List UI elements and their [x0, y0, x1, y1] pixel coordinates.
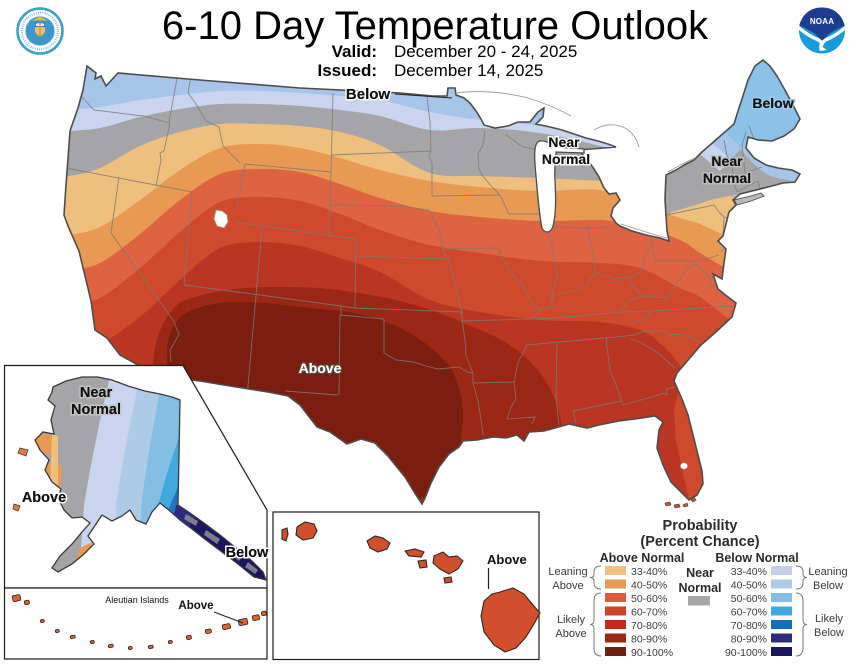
svg-text:50-60%: 50-60% [631, 593, 667, 605]
svg-text:Normal: Normal [703, 170, 751, 186]
svg-text:Normal: Normal [703, 170, 751, 186]
svg-text:Below: Below [814, 627, 844, 639]
svg-text:Leaning: Leaning [808, 566, 847, 578]
svg-text:Above: Above [555, 628, 586, 640]
svg-text:6-10 Day Temperature Outlook: 6-10 Day Temperature Outlook [162, 4, 709, 48]
svg-text:Above: Above [552, 580, 583, 592]
svg-text:Below Normal: Below Normal [715, 551, 798, 565]
svg-text:Likely: Likely [557, 614, 586, 626]
svg-text:Leaning: Leaning [548, 566, 587, 578]
svg-text:Above: Above [178, 600, 213, 612]
svg-text:Probability: Probability [663, 518, 738, 534]
svg-text:Below: Below [226, 545, 269, 561]
svg-text:Normal: Normal [71, 402, 121, 418]
svg-text:70-80%: 70-80% [731, 620, 767, 632]
svg-text:Near: Near [548, 134, 580, 150]
svg-text:Below: Below [346, 86, 391, 103]
svg-text:Below: Below [752, 95, 793, 111]
svg-text:Below: Below [813, 580, 843, 592]
svg-text:Above: Above [22, 490, 66, 506]
svg-text:Normal: Normal [542, 151, 590, 167]
svg-text:Near: Near [711, 153, 743, 169]
svg-text:Likely: Likely [815, 613, 844, 625]
svg-text:80-90%: 80-90% [631, 634, 667, 646]
svg-text:(Percent Chance): (Percent Chance) [640, 534, 759, 550]
svg-text:Near: Near [80, 385, 113, 401]
svg-text:Above: Above [299, 360, 342, 376]
svg-text:Issued:: Issued: [317, 61, 377, 80]
svg-text:Near: Near [80, 385, 113, 401]
svg-text:40-50%: 40-50% [731, 580, 767, 592]
svg-text:60-70%: 60-70% [731, 607, 767, 619]
svg-text:40-50%: 40-50% [631, 580, 667, 592]
svg-text:90-100%: 90-100% [725, 647, 767, 659]
svg-text:Above: Above [299, 360, 342, 376]
svg-text:December 14, 2025: December 14, 2025 [394, 61, 543, 80]
svg-text:Above: Above [22, 490, 66, 506]
svg-text:60-70%: 60-70% [631, 607, 667, 619]
svg-text:Above Normal: Above Normal [600, 551, 685, 565]
svg-text:Normal: Normal [71, 402, 121, 418]
svg-text:70-80%: 70-80% [631, 620, 667, 632]
svg-text:Near: Near [548, 134, 580, 150]
svg-text:Below: Below [346, 86, 391, 103]
svg-text:Above: Above [487, 552, 527, 567]
svg-text:Normal: Normal [542, 151, 590, 167]
svg-text:33-40%: 33-40% [731, 566, 767, 578]
svg-text:Near: Near [711, 153, 743, 169]
svg-text:December 20 - 24, 2025: December 20 - 24, 2025 [394, 42, 577, 61]
svg-text:90-100%: 90-100% [631, 647, 673, 659]
svg-text:50-60%: 50-60% [731, 593, 767, 605]
svg-text:Aleutian Islands: Aleutian Islands [105, 595, 169, 605]
svg-text:Valid:: Valid: [332, 42, 377, 61]
svg-text:Below: Below [226, 545, 269, 561]
svg-text:80-90%: 80-90% [731, 634, 767, 646]
svg-text:Normal: Normal [678, 581, 721, 595]
svg-text:NOAA: NOAA [810, 17, 834, 26]
svg-text:33-40%: 33-40% [631, 566, 667, 578]
svg-text:Below: Below [752, 95, 793, 111]
svg-text:Near: Near [686, 566, 714, 580]
